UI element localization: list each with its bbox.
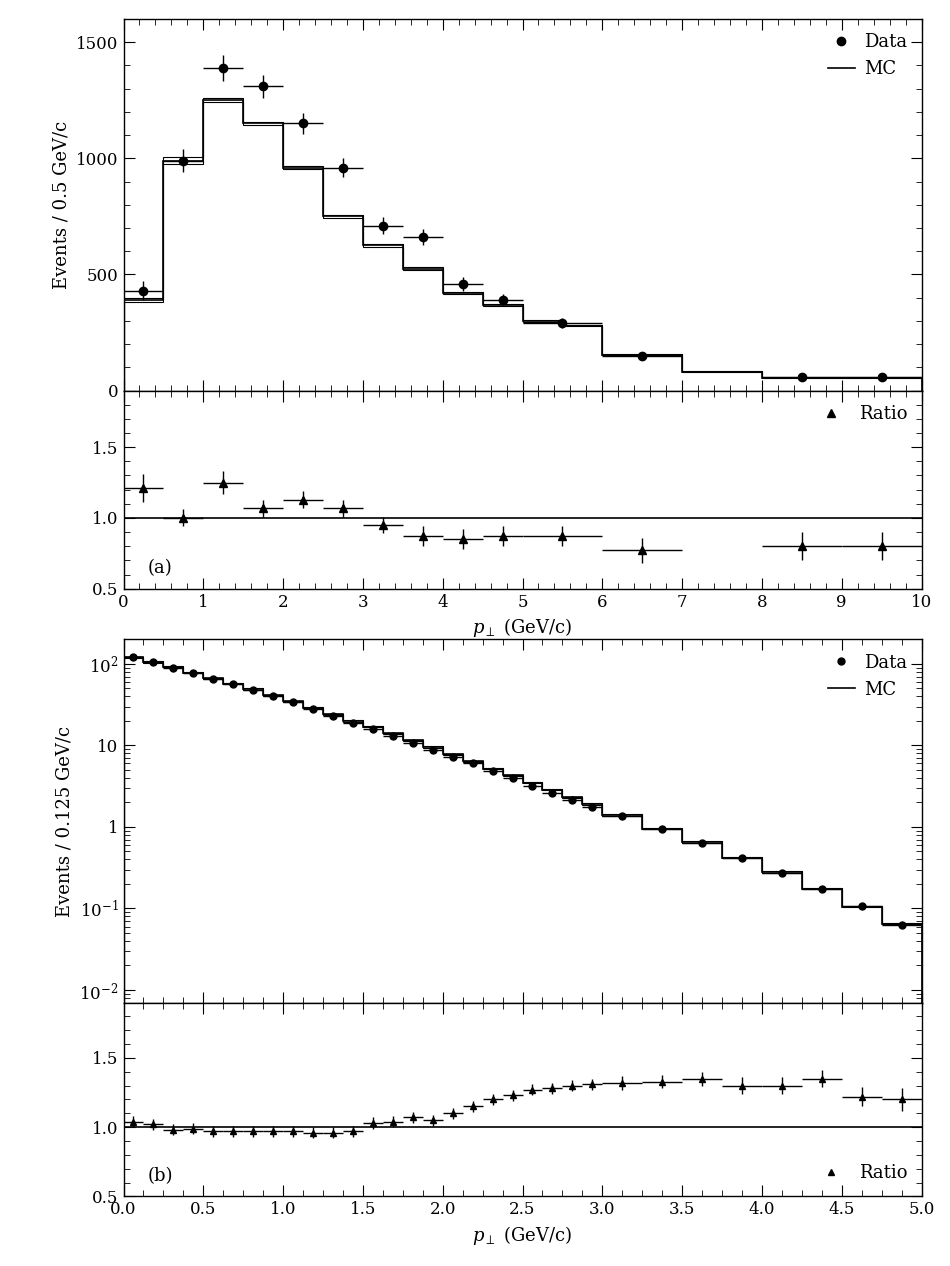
Text: (a): (a) bbox=[147, 558, 172, 577]
X-axis label: $p_{\perp}$ (GeV/c): $p_{\perp}$ (GeV/c) bbox=[472, 1224, 573, 1247]
X-axis label: $p_{\perp}$ (GeV/c): $p_{\perp}$ (GeV/c) bbox=[472, 617, 573, 639]
Text: (b): (b) bbox=[147, 1167, 173, 1185]
Legend: Ratio: Ratio bbox=[808, 400, 912, 428]
Legend: Data, MC: Data, MC bbox=[823, 28, 912, 84]
Legend: Data, MC: Data, MC bbox=[823, 648, 912, 704]
Y-axis label: Events / 0.5 GeV/c: Events / 0.5 GeV/c bbox=[52, 120, 70, 289]
Y-axis label: Events / 0.125 GeV/c: Events / 0.125 GeV/c bbox=[56, 725, 74, 917]
Legend: Ratio: Ratio bbox=[808, 1158, 912, 1188]
